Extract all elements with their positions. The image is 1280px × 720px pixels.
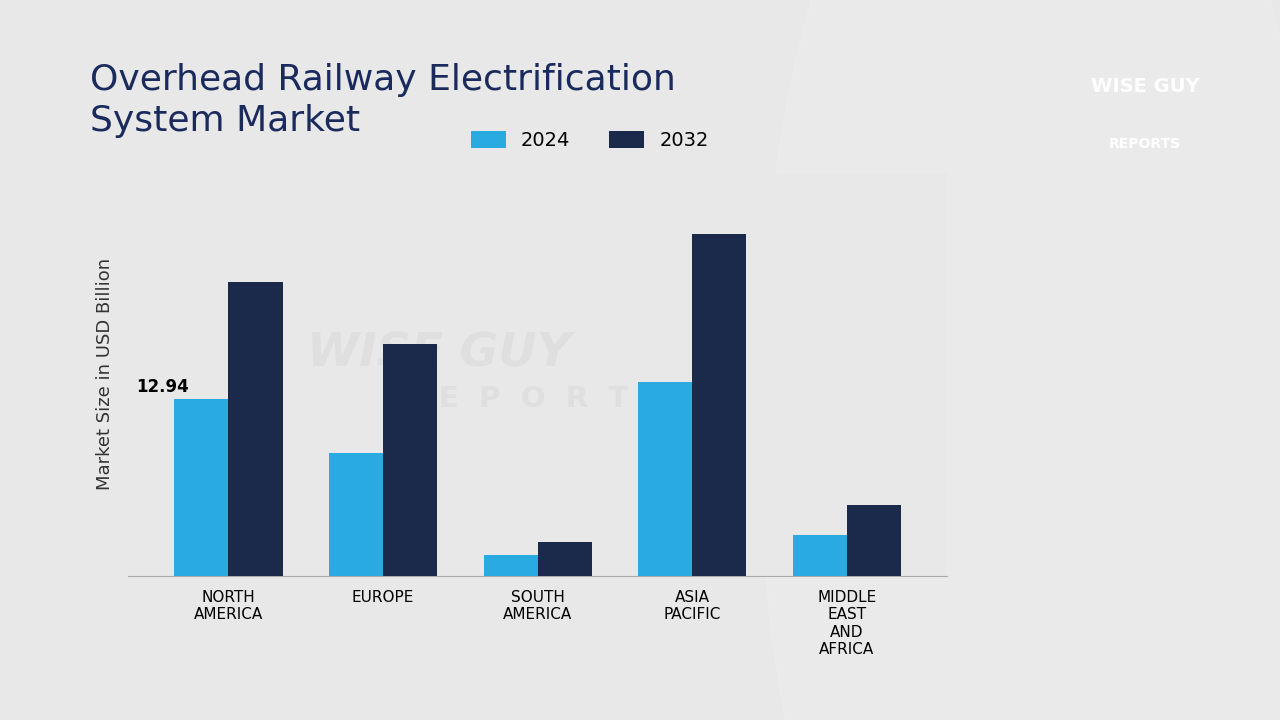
Text: E  P  O  R  T  S: E P O R T S bbox=[439, 384, 669, 413]
Text: WISE GUY: WISE GUY bbox=[1091, 77, 1199, 96]
Bar bbox=[383, 343, 438, 576]
Text: WISE GUY: WISE GUY bbox=[307, 332, 571, 377]
Legend: 2024, 2032: 2024, 2032 bbox=[471, 131, 709, 150]
Bar bbox=[538, 542, 591, 576]
Text: REPORTS: REPORTS bbox=[1108, 137, 1181, 151]
Circle shape bbox=[759, 0, 1280, 720]
Bar bbox=[484, 556, 538, 576]
Text: 12.94: 12.94 bbox=[136, 379, 189, 397]
Text: Overhead Railway Electrification
System Market: Overhead Railway Electrification System … bbox=[90, 63, 676, 138]
Bar bbox=[174, 399, 228, 576]
Bar bbox=[637, 382, 692, 576]
Bar bbox=[228, 282, 283, 576]
Bar bbox=[329, 453, 383, 576]
Y-axis label: Market Size in USD Billion: Market Size in USD Billion bbox=[96, 258, 114, 490]
Bar bbox=[692, 234, 746, 576]
Bar bbox=[847, 505, 901, 576]
Bar bbox=[792, 535, 847, 576]
